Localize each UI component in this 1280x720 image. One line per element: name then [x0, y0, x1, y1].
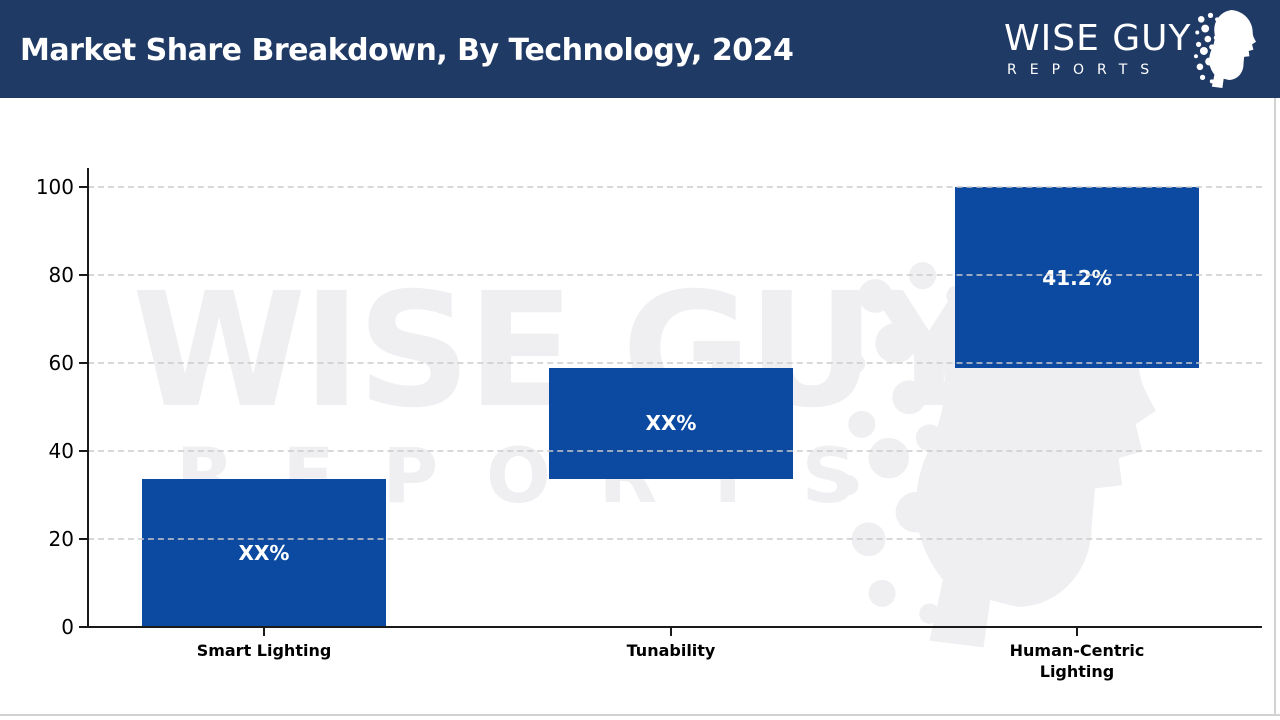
bar-smart-lighting: XX% [142, 478, 386, 627]
x-axis-tick [670, 628, 672, 636]
gridline [88, 274, 1262, 276]
right-border [1274, 98, 1276, 716]
bottom-border [0, 714, 1280, 716]
x-tick-label: Tunability [626, 641, 716, 660]
y-tick-label: 80 [48, 263, 74, 287]
brand-name: WISE GUY [1004, 17, 1192, 59]
bar-value-label: XX% [238, 540, 290, 565]
y-axis-tick [79, 186, 87, 188]
y-tick-label: 100 [35, 175, 74, 199]
gridline [88, 538, 1262, 540]
x-axis-line [87, 626, 1262, 628]
bar-human-centric: 41.2% [955, 187, 1199, 369]
page-title: Market Share Breakdown, By Technology, 2… [20, 33, 794, 68]
x-axis-tick [1076, 628, 1078, 636]
x-axis-tick [263, 628, 265, 636]
chart-area: 0 20 40 60 80 100 XX% XX% 41.2% Smart Lighting Tun… [0, 98, 1280, 720]
gridline [88, 186, 1262, 188]
brand-wordmark: WISE GUY REPORTS [1004, 17, 1192, 78]
header: Market Share Breakdown, By Technology, 2… [0, 0, 1280, 98]
y-axis-tick [79, 274, 87, 276]
y-tick-label: 0 [61, 615, 74, 639]
bar-value-label: 41.2% [1042, 265, 1112, 290]
x-tick-label: Smart Lighting [196, 641, 332, 660]
gridline [88, 362, 1262, 364]
brand-logo: WISE GUY REPORTS [1004, 4, 1274, 94]
brand-face-icon [1192, 6, 1258, 92]
y-axis-tick [79, 450, 87, 452]
brand-tagline: REPORTS [1007, 61, 1163, 78]
y-axis-tick [79, 362, 87, 364]
y-tick-label: 20 [48, 527, 74, 551]
y-axis-tick [79, 538, 87, 540]
gridline [88, 450, 1262, 452]
y-axis-tick [79, 626, 87, 628]
y-axis-line [87, 168, 89, 628]
bar-tunability: XX% [549, 368, 793, 479]
bar-value-label: XX% [645, 411, 697, 436]
y-tick-label: 60 [48, 351, 74, 375]
y-tick-label: 40 [48, 439, 74, 463]
x-tick-label: Human-Centric Lighting [1009, 641, 1145, 681]
